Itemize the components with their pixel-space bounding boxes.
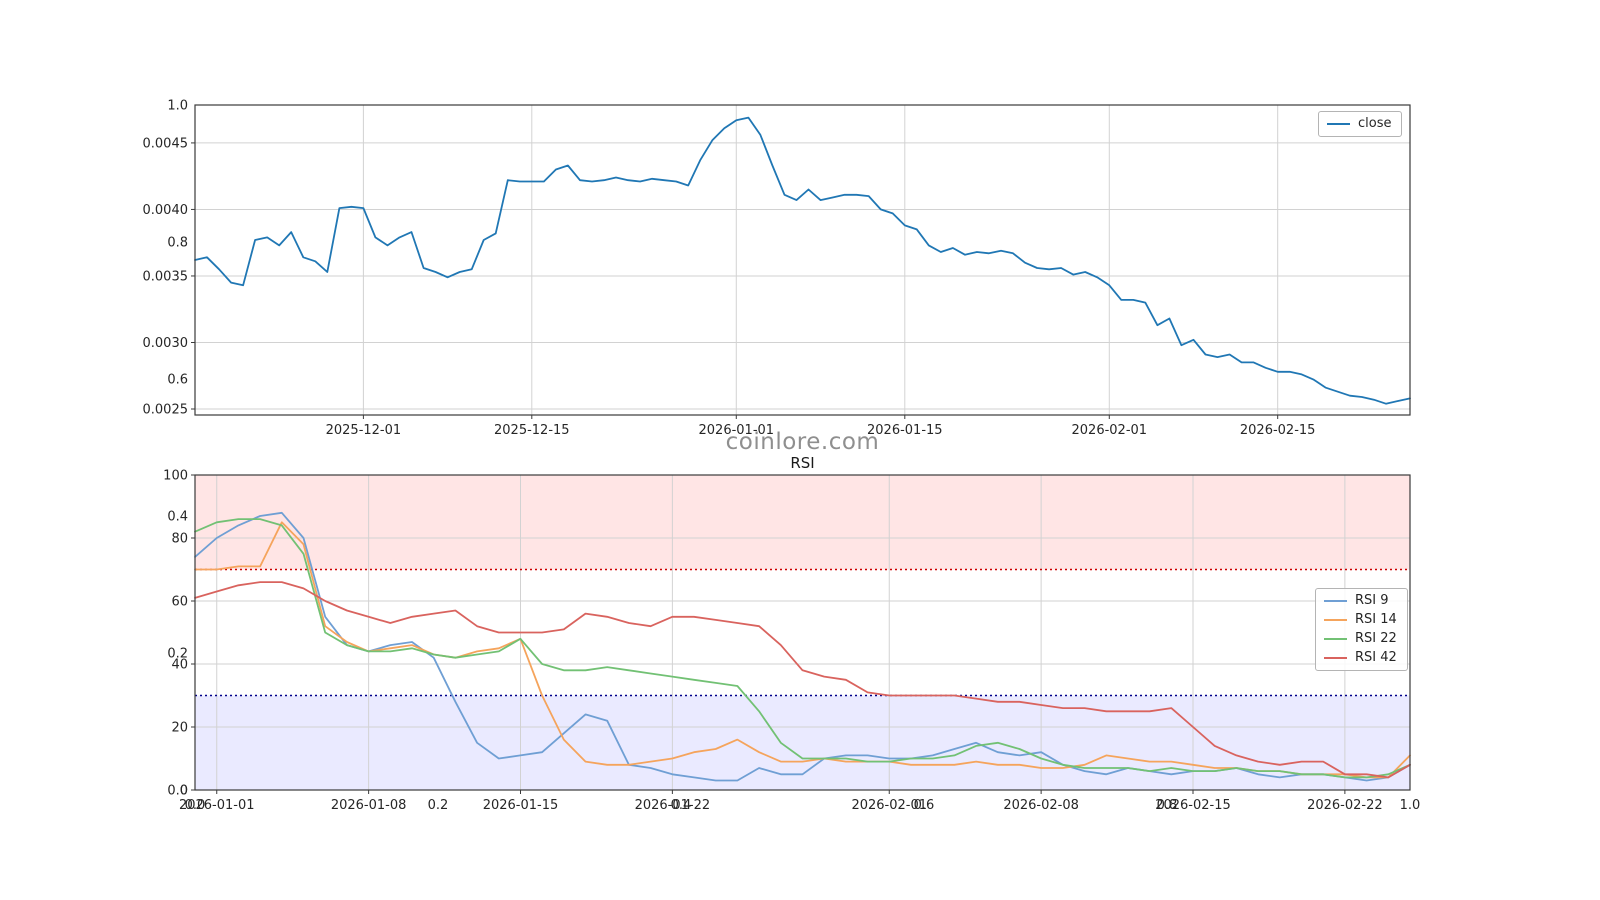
svg-text:0.0040: 0.0040 [143,203,189,218]
legend-label: RSI 9 [1355,593,1389,608]
rsi-legend: RSI 9 RSI 14 RSI 22 RSI 42 [1315,588,1408,671]
svg-text:0.2: 0.2 [167,647,188,662]
legend-label: RSI 42 [1355,650,1397,665]
svg-text:2026-02-22: 2026-02-22 [1307,798,1383,813]
svg-text:100: 100 [163,469,188,484]
svg-text:0.4: 0.4 [671,798,692,813]
svg-text:0.0030: 0.0030 [143,336,189,351]
svg-text:0.0: 0.0 [167,784,188,799]
svg-text:1.0: 1.0 [1400,798,1421,813]
legend-label: RSI 14 [1355,612,1397,627]
svg-text:2026-01-22: 2026-01-22 [635,798,711,813]
svg-text:0.6: 0.6 [167,373,188,388]
legend-line-swatch [1324,638,1347,640]
svg-text:2026-01-15: 2026-01-15 [483,798,559,813]
legend-item: RSI 42 [1324,650,1397,666]
legend-item: close [1327,116,1391,132]
svg-text:0.6: 0.6 [914,798,935,813]
svg-text:2026-01-08: 2026-01-08 [331,798,407,813]
legend-label: RSI 22 [1355,631,1397,646]
rsi-chart-title: RSI [790,454,815,472]
legend-item: RSI 14 [1324,612,1397,628]
svg-text:0.8: 0.8 [1157,798,1178,813]
svg-text:80: 80 [171,532,188,547]
svg-text:2026-01-15: 2026-01-15 [867,423,943,438]
svg-text:2025-12-15: 2025-12-15 [494,423,570,438]
svg-text:0.0: 0.0 [185,798,206,813]
svg-text:2026-01-01: 2026-01-01 [699,423,775,438]
svg-text:0.8: 0.8 [167,236,188,251]
svg-text:2026-02-01: 2026-02-01 [1072,423,1148,438]
svg-text:0: 0 [180,784,188,799]
svg-text:2026-02-08: 2026-02-08 [1003,798,1079,813]
svg-text:60: 60 [171,595,188,610]
svg-text:0.0045: 0.0045 [143,136,189,151]
svg-text:2026-02-15: 2026-02-15 [1155,798,1231,813]
svg-text:2025-12-01: 2025-12-01 [326,423,402,438]
svg-text:2026-01-01: 2026-01-01 [179,798,255,813]
price-legend: close [1318,111,1403,137]
legend-line-swatch [1324,657,1347,659]
legend-item: RSI 22 [1324,631,1397,647]
svg-text:20: 20 [171,721,188,736]
svg-text:40: 40 [171,658,188,673]
legend-item: RSI 9 [1324,593,1397,609]
svg-text:0.2: 0.2 [428,798,449,813]
svg-text:0.0035: 0.0035 [143,269,189,284]
legend-line-swatch [1324,619,1347,621]
legend-line-swatch [1327,123,1350,125]
svg-text:1.0: 1.0 [167,99,188,114]
svg-text:2026-02-01: 2026-02-01 [851,798,927,813]
legend-label: close [1358,116,1392,131]
svg-text:0.4: 0.4 [167,510,188,525]
legend-line-swatch [1324,600,1347,602]
watermark: coinlore.com [725,429,880,455]
svg-text:2026-02-15: 2026-02-15 [1240,423,1316,438]
svg-text:0.0025: 0.0025 [143,403,189,418]
